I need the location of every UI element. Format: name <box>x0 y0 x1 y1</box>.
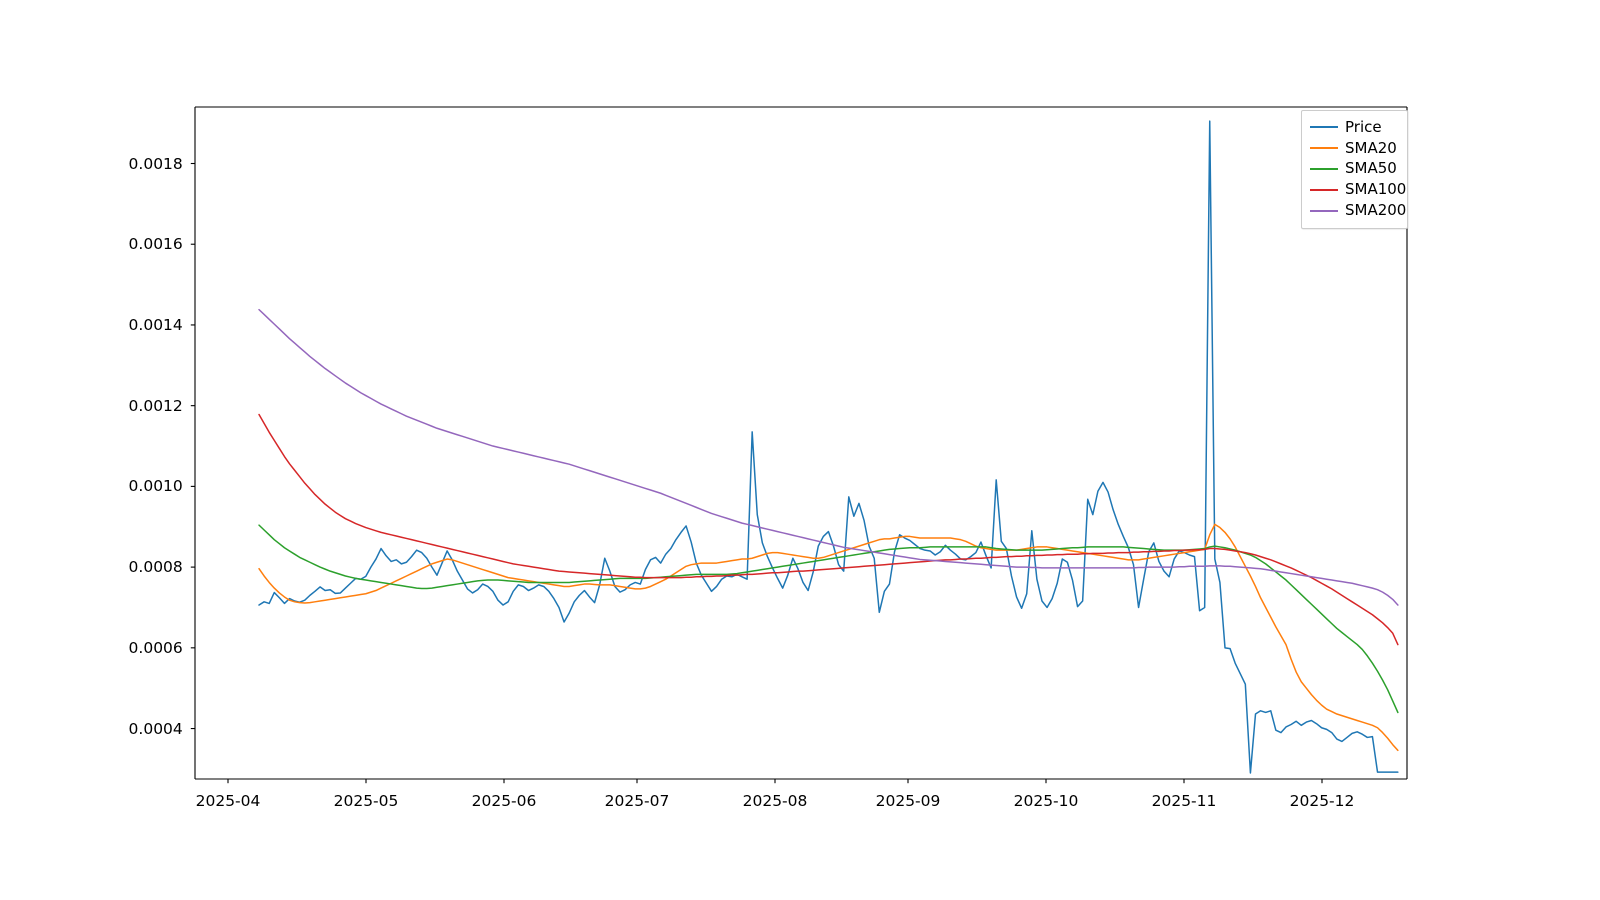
legend-item-sma20[interactable]: SMA20 <box>1310 138 1399 159</box>
x-tick-label: 2025-04 <box>195 792 261 810</box>
legend-swatch-sma200 <box>1310 209 1338 212</box>
y-axis-ticks <box>190 162 195 730</box>
y-tick-label: 0.0014 <box>128 315 183 334</box>
legend-swatch-sma20 <box>1310 147 1338 150</box>
x-tick-label: 2025-12 <box>1289 792 1355 810</box>
x-tick-label: 2025-11 <box>1151 792 1217 810</box>
y-tick-label: 0.0012 <box>128 396 183 415</box>
x-tick-label: 2025-09 <box>875 792 941 810</box>
y-tick-label: 0.0018 <box>128 154 183 173</box>
x-tick-label: 2025-10 <box>1013 792 1079 810</box>
y-tick-label: 0.0004 <box>128 719 183 738</box>
legend-item-sma100[interactable]: SMA100 <box>1310 179 1406 200</box>
x-tick-label: 2025-06 <box>471 792 537 810</box>
series-line-sma20 <box>258 523 1399 752</box>
data-series-group <box>258 120 1399 774</box>
series-line-sma200 <box>258 308 1399 606</box>
legend-swatch-price <box>1310 126 1338 129</box>
axis-spines <box>194 106 1408 780</box>
legend-swatch-sma50 <box>1310 167 1338 170</box>
y-tick-label: 0.0010 <box>128 477 183 496</box>
series-line-price <box>258 120 1399 774</box>
x-tick-label: 2025-08 <box>742 792 808 810</box>
series-line-sma100 <box>258 413 1399 646</box>
y-tick-label: 0.0006 <box>128 638 183 657</box>
legend-item-price[interactable]: Price <box>1310 117 1399 138</box>
legend-label-sma200: SMA200 <box>1345 201 1407 220</box>
series-line-sma50 <box>258 524 1399 714</box>
chart-legend[interactable]: Price SMA20 SMA50 SMA100 SMA200 <box>1301 110 1408 229</box>
y-tick-label: 0.0008 <box>128 558 183 577</box>
x-tick-label: 2025-07 <box>604 792 670 810</box>
legend-label-sma50: SMA50 <box>1345 159 1397 178</box>
legend-label-sma20: SMA20 <box>1345 138 1397 157</box>
legend-item-sma200[interactable]: SMA200 <box>1310 200 1406 221</box>
x-axis-ticks <box>227 779 1323 784</box>
legend-label-price: Price <box>1345 117 1382 136</box>
legend-item-sma50[interactable]: SMA50 <box>1310 159 1399 180</box>
y-tick-label: 0.0016 <box>128 235 183 254</box>
x-tick-label: 2025-05 <box>333 792 399 810</box>
legend-swatch-sma100 <box>1310 188 1338 191</box>
legend-label-sma100: SMA100 <box>1345 180 1407 199</box>
